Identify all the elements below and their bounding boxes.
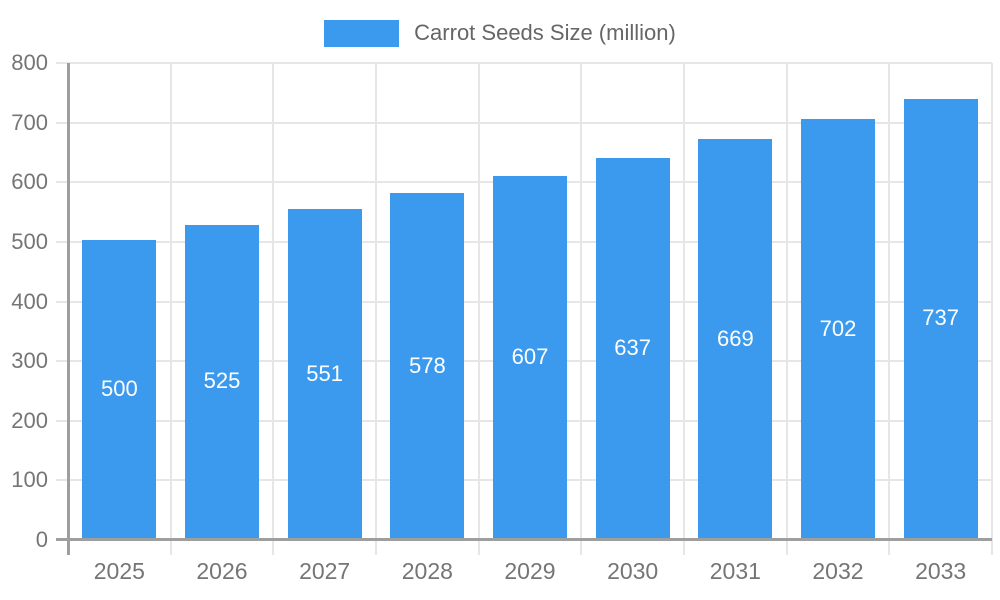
v-gridline	[169, 63, 172, 555]
legend-label: Carrot Seeds Size (million)	[414, 20, 676, 45]
y-axis-tick-label: 200	[11, 407, 48, 433]
bar: 607	[493, 176, 567, 538]
v-gridline	[683, 63, 685, 555]
y-axis-tick-label: 100	[11, 467, 48, 493]
bar-value-label: 578	[408, 352, 446, 378]
v-gridline	[477, 63, 480, 555]
y-axis-tick-label: 0	[35, 527, 48, 552]
x-axis-line	[56, 538, 992, 541]
bar: 737	[903, 98, 978, 538]
y-axis-tick-label: 300	[11, 348, 48, 374]
plot-area: 500 525 551 578 607 637 669 702 737	[56, 62, 993, 555]
x-axis-tick-label: 2025	[93, 558, 145, 584]
y-axis-tick-label: 400	[11, 288, 48, 314]
v-gridline	[272, 63, 275, 555]
bar-value-label: 737	[922, 305, 960, 331]
bar: 578	[390, 193, 465, 538]
bar: 669	[698, 139, 773, 538]
bar-value-label: 669	[716, 325, 754, 351]
x-axis-tick-label: 2032	[812, 558, 864, 584]
bar: 500	[82, 239, 157, 538]
v-gridline	[580, 63, 583, 555]
x-axis-tick-label: 2033	[915, 558, 967, 584]
bar-value-label: 500	[100, 375, 138, 401]
v-gridline	[785, 63, 788, 555]
y-axis-tick-label: 800	[11, 50, 48, 75]
y-axis-line	[67, 63, 70, 555]
bar: 702	[801, 119, 875, 538]
y-axis-tick-label: 500	[11, 228, 48, 254]
x-axis-tick-label: 2026	[196, 558, 248, 584]
x-axis-tick-label: 2030	[607, 558, 659, 584]
x-axis-tick-label: 2031	[709, 558, 761, 584]
h-gridline	[56, 121, 992, 124]
x-axis-tick-label: 2027	[299, 558, 351, 584]
v-gridline	[991, 63, 993, 555]
legend-swatch	[324, 19, 400, 47]
bar-value-label: 637	[614, 335, 652, 361]
v-gridline	[375, 63, 377, 555]
bar-value-label: 525	[203, 368, 241, 394]
x-axis-tick-label: 2029	[504, 558, 556, 584]
y-axis-tick-label: 600	[11, 169, 48, 195]
h-gridline	[56, 62, 992, 64]
x-axis-tick-label: 2028	[401, 558, 453, 584]
bar: 637	[595, 158, 670, 538]
bar: 525	[185, 224, 259, 538]
bar: 551	[287, 209, 362, 538]
y-axis-tick-label: 700	[11, 109, 48, 135]
bar-value-label: 551	[306, 360, 344, 386]
bar-value-label: 702	[819, 315, 857, 341]
legend: Carrot Seeds Size (million)	[0, 18, 1000, 48]
bar-value-label: 607	[511, 344, 549, 370]
v-gridline	[888, 63, 891, 555]
